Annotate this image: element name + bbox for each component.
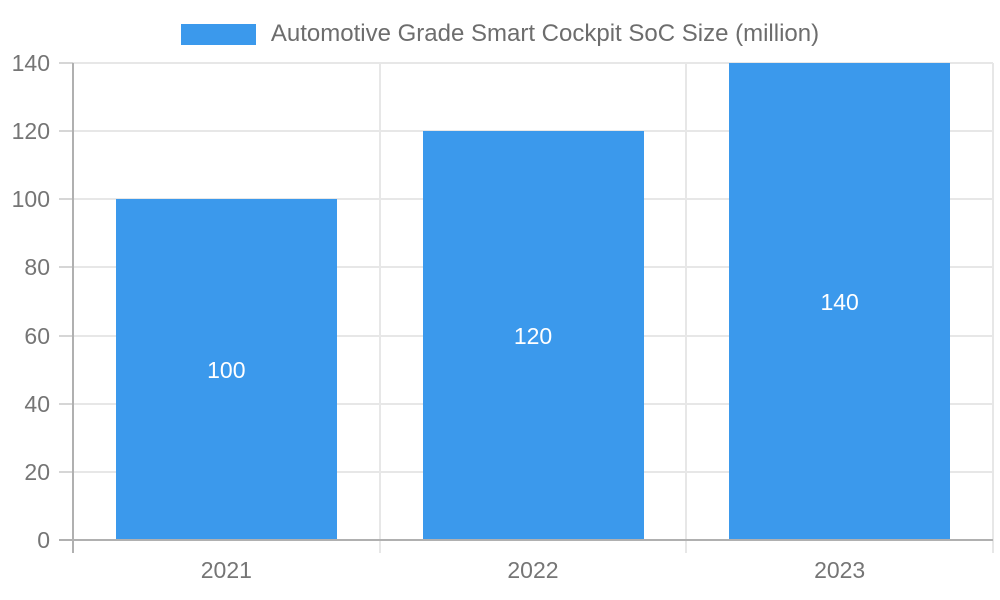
bar-2023[interactable] xyxy=(729,63,951,540)
x-axis-tick-label: 2021 xyxy=(200,557,252,583)
y-axis-tick-label: 120 xyxy=(11,118,50,145)
y-axis-tick-label: 100 xyxy=(11,186,50,213)
y-axis-tick-label: 80 xyxy=(24,254,50,281)
y-axis-tick-label: 20 xyxy=(24,458,50,485)
y-axis-tick-label: 140 xyxy=(11,50,50,76)
legend[interactable]: Automotive Grade Smart Cockpit SoC Size … xyxy=(0,20,1000,48)
x-axis-tick-label: 2022 xyxy=(507,557,559,583)
x-gridline xyxy=(378,63,381,553)
x-axis-tick-label: 2023 xyxy=(814,557,866,583)
y-axis-tick-label: 40 xyxy=(24,390,50,417)
y-axis-tick xyxy=(59,130,73,133)
y-axis-line xyxy=(72,63,74,553)
y-axis-tick-label: 60 xyxy=(24,322,50,349)
bar-2021[interactable] xyxy=(115,199,337,540)
y-gridline xyxy=(73,62,993,64)
legend-label: Automotive Grade Smart Cockpit SoC Size … xyxy=(270,20,820,47)
x-gridline xyxy=(992,63,994,553)
y-axis-tick-label: 0 xyxy=(37,527,50,553)
y-axis-tick xyxy=(59,266,73,269)
x-gridline xyxy=(685,63,688,553)
y-axis-tick xyxy=(59,62,73,64)
legend-swatch xyxy=(180,23,256,45)
bar-2022[interactable] xyxy=(422,131,644,540)
y-axis-tick xyxy=(59,198,73,201)
y-axis-tick xyxy=(59,402,73,405)
y-axis-tick xyxy=(59,470,73,473)
x-axis-line xyxy=(59,539,993,541)
y-axis-tick xyxy=(59,334,73,337)
